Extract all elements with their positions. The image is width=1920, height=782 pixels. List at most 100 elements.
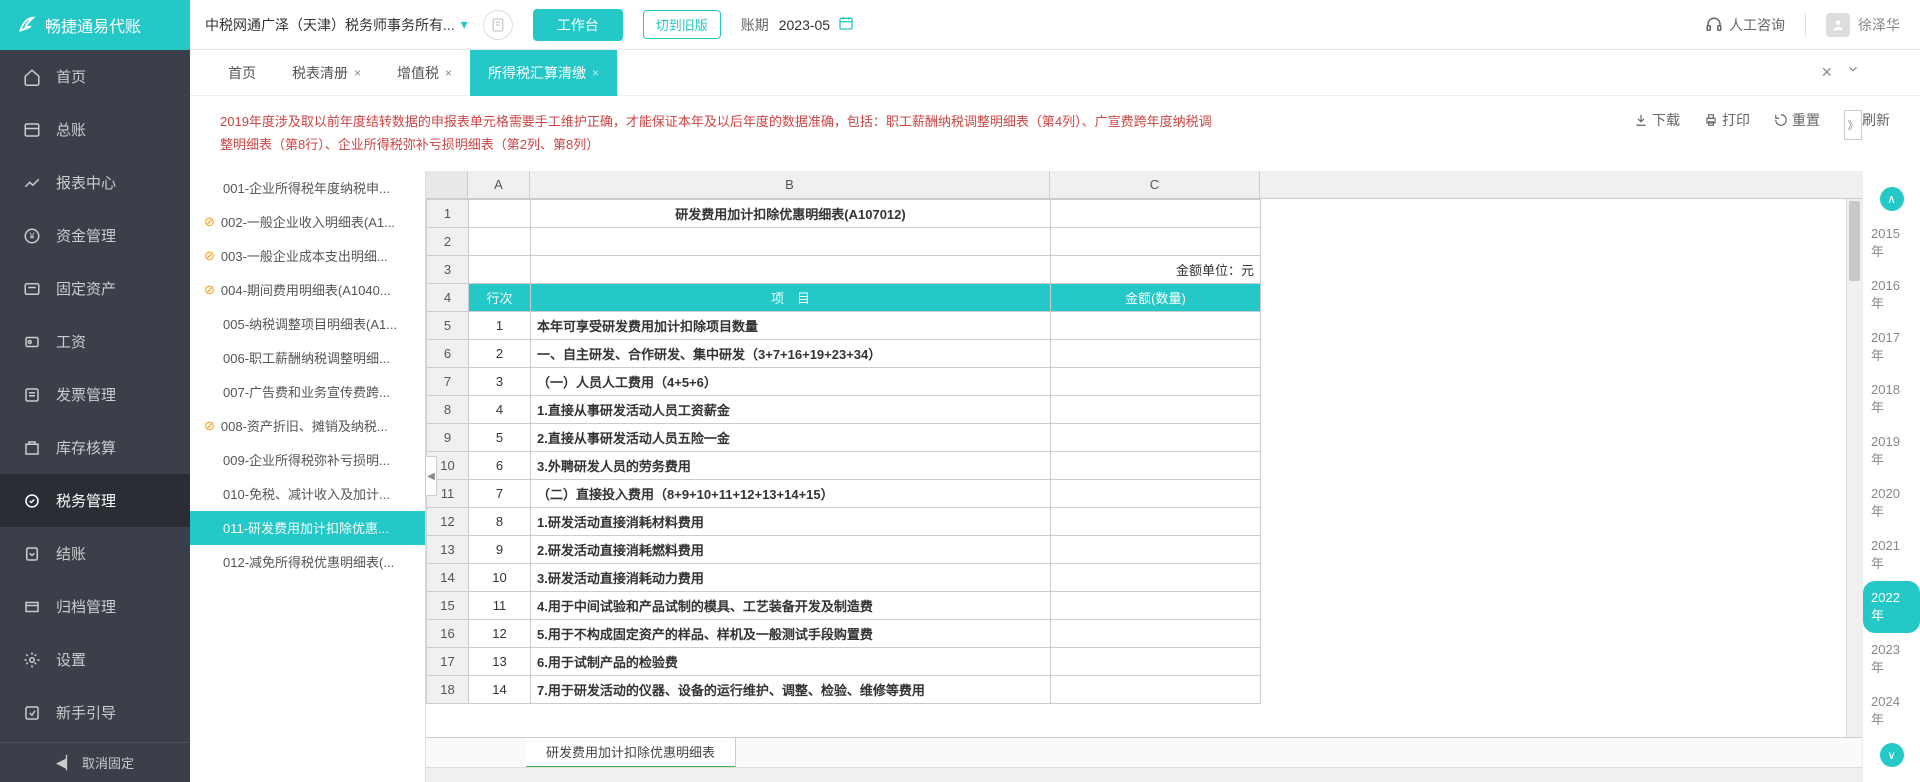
row-header[interactable]: 16 xyxy=(427,619,469,647)
sidebar-item-11[interactable]: 设置 xyxy=(0,633,190,686)
row-header[interactable]: 3 xyxy=(427,255,469,283)
cell-seq[interactable]: 10 xyxy=(469,563,531,591)
cell-amount[interactable] xyxy=(1051,507,1261,535)
year-2022年[interactable]: 2022年 xyxy=(1863,581,1920,633)
select-all-corner[interactable] xyxy=(426,171,468,198)
cell-amount[interactable] xyxy=(1051,367,1261,395)
user-menu[interactable]: 徐泽华 xyxy=(1826,13,1900,37)
close-tab-icon[interactable]: × xyxy=(1821,62,1832,83)
expand-handle[interactable]: 》 xyxy=(1844,110,1862,140)
row-header[interactable]: 13 xyxy=(427,535,469,563)
sidebar-item-6[interactable]: 发票管理 xyxy=(0,368,190,421)
cell-item[interactable]: 一、自主研发、合作研发、集中研发（3+7+16+19+23+34） xyxy=(531,339,1051,367)
form-item-8[interactable]: 009-企业所得税弥补亏损明... xyxy=(190,443,425,477)
col-header-A[interactable]: A xyxy=(468,171,530,198)
cell-item[interactable]: 3.研发活动直接消耗动力费用 xyxy=(531,563,1051,591)
cell-amount[interactable] xyxy=(1051,647,1261,675)
sidebar-item-2[interactable]: 报表中心 xyxy=(0,156,190,209)
cell-amount[interactable] xyxy=(1051,619,1261,647)
cell-seq[interactable]: 4 xyxy=(469,395,531,423)
col-header-B[interactable]: B xyxy=(530,171,1050,198)
form-item-4[interactable]: 005-纳税调整项目明细表(A1... xyxy=(190,307,425,341)
support-link[interactable]: 人工咨询 xyxy=(1705,15,1785,35)
cell-seq[interactable]: 14 xyxy=(469,675,531,703)
cell-item[interactable]: 1.研发活动直接消耗材料费用 xyxy=(531,507,1051,535)
cell-amount[interactable] xyxy=(1051,423,1261,451)
row-header[interactable]: 7 xyxy=(427,367,469,395)
cell-seq[interactable]: 8 xyxy=(469,507,531,535)
cell-amount[interactable] xyxy=(1051,563,1261,591)
col-header-C[interactable]: C xyxy=(1050,171,1260,198)
row-header[interactable]: 1 xyxy=(427,199,469,227)
cell-item[interactable]: 4.用于中间试验和产品试制的模具、工艺装备开发及制造费 xyxy=(531,591,1051,619)
row-header[interactable]: 18 xyxy=(427,675,469,703)
cell-item[interactable]: 本年可享受研发费用加计扣除项目数量 xyxy=(531,311,1051,339)
cell-amount[interactable] xyxy=(1051,451,1261,479)
cell-amount[interactable] xyxy=(1051,535,1261,563)
form-item-11[interactable]: 012-减免所得税优惠明细表(... xyxy=(190,545,425,579)
document-icon[interactable] xyxy=(483,10,513,40)
cell-seq[interactable]: 7 xyxy=(469,479,531,507)
row-header[interactable]: 2 xyxy=(427,227,469,255)
cell-item[interactable]: 3.外聘研发人员的劳务费用 xyxy=(531,451,1051,479)
cell-item[interactable]: 6.用于试制产品的检验费 xyxy=(531,647,1051,675)
year-2019年[interactable]: 2019年 xyxy=(1863,425,1920,477)
form-item-9[interactable]: 010-免税、减计收入及加计... xyxy=(190,477,425,511)
sidebar-item-5[interactable]: 工资 xyxy=(0,315,190,368)
cell-seq[interactable]: 1 xyxy=(469,311,531,339)
row-header[interactable]: 5 xyxy=(427,311,469,339)
sheet-grid[interactable]: 1研发费用加计扣除优惠明细表(A107012)23金额单位：元4行次项 目金额(… xyxy=(426,199,1261,704)
sidebar-item-3[interactable]: ¥资金管理 xyxy=(0,209,190,262)
cell-seq[interactable]: 13 xyxy=(469,647,531,675)
row-header[interactable]: 14 xyxy=(427,563,469,591)
cell-item[interactable]: （二）直接投入费用（8+9+10+11+12+13+14+15） xyxy=(531,479,1051,507)
cell-item[interactable]: 2.研发活动直接消耗燃料费用 xyxy=(531,535,1051,563)
row-header[interactable]: 8 xyxy=(427,395,469,423)
sidebar-item-12[interactable]: 新手引导 xyxy=(0,686,190,739)
cell-seq[interactable]: 6 xyxy=(469,451,531,479)
cell-amount[interactable] xyxy=(1051,675,1261,703)
sheet-tab[interactable]: 研发费用加计扣除优惠明细表 xyxy=(526,738,736,768)
year-2015年[interactable]: 2015年 xyxy=(1863,217,1920,269)
form-item-3[interactable]: ⊘004-期间费用明细表(A1040... xyxy=(190,273,425,307)
download-button[interactable]: 下载 xyxy=(1634,110,1680,130)
cell-item[interactable]: 1.直接从事研发活动人员工资薪金 xyxy=(531,395,1051,423)
sidebar-item-0[interactable]: 首页 xyxy=(0,50,190,103)
cell-seq[interactable]: 5 xyxy=(469,423,531,451)
sidebar-item-10[interactable]: 归档管理 xyxy=(0,580,190,633)
cell-item[interactable]: 2.直接从事研发活动人员五险一金 xyxy=(531,423,1051,451)
cell-amount[interactable] xyxy=(1051,395,1261,423)
year-2024年[interactable]: 2024年 xyxy=(1863,685,1920,737)
year-2021年[interactable]: 2021年 xyxy=(1863,529,1920,581)
calendar-icon[interactable] xyxy=(838,15,854,34)
switch-old-button[interactable]: 切到旧版 xyxy=(643,10,721,39)
workbench-button[interactable]: 工作台 xyxy=(533,9,623,41)
collapse-handle[interactable]: ◀ xyxy=(425,456,437,496)
row-header[interactable]: 9 xyxy=(427,423,469,451)
row-header[interactable]: 15 xyxy=(427,591,469,619)
cell-seq[interactable]: 11 xyxy=(469,591,531,619)
sidebar-item-4[interactable]: 固定资产 xyxy=(0,262,190,315)
form-item-6[interactable]: 007-广告费和业务宣传费跨... xyxy=(190,375,425,409)
tabs-menu-icon[interactable] xyxy=(1846,62,1860,83)
form-item-7[interactable]: ⊘008-资产折旧、摊销及纳税... xyxy=(190,409,425,443)
tab-3[interactable]: 所得税汇算清缴× xyxy=(470,50,617,96)
horizontal-scrollbar[interactable] xyxy=(426,767,1862,782)
year-down-button[interactable]: ∨ xyxy=(1880,743,1904,767)
cell-item[interactable]: 5.用于不构成固定资产的样品、样机及一般测试手段购置费 xyxy=(531,619,1051,647)
close-icon[interactable]: × xyxy=(445,66,452,80)
row-header[interactable]: 4 xyxy=(427,283,469,311)
cell-seq[interactable]: 9 xyxy=(469,535,531,563)
cell-seq[interactable]: 3 xyxy=(469,367,531,395)
form-item-5[interactable]: 006-职工薪酬纳税调整明细... xyxy=(190,341,425,375)
reset-button[interactable]: 重置 xyxy=(1774,110,1820,130)
company-selector[interactable]: 中税网通广泽（天津）税务师事务所有... ▾ xyxy=(205,15,468,35)
close-icon[interactable]: × xyxy=(354,66,361,80)
tab-2[interactable]: 增值税× xyxy=(379,50,470,96)
form-item-10[interactable]: 011-研发费用加计扣除优惠... xyxy=(190,511,425,545)
year-2020年[interactable]: 2020年 xyxy=(1863,477,1920,529)
print-button[interactable]: 打印 xyxy=(1704,110,1750,130)
cell-amount[interactable] xyxy=(1051,339,1261,367)
year-up-button[interactable]: ∧ xyxy=(1880,187,1904,211)
close-icon[interactable]: × xyxy=(592,66,599,80)
